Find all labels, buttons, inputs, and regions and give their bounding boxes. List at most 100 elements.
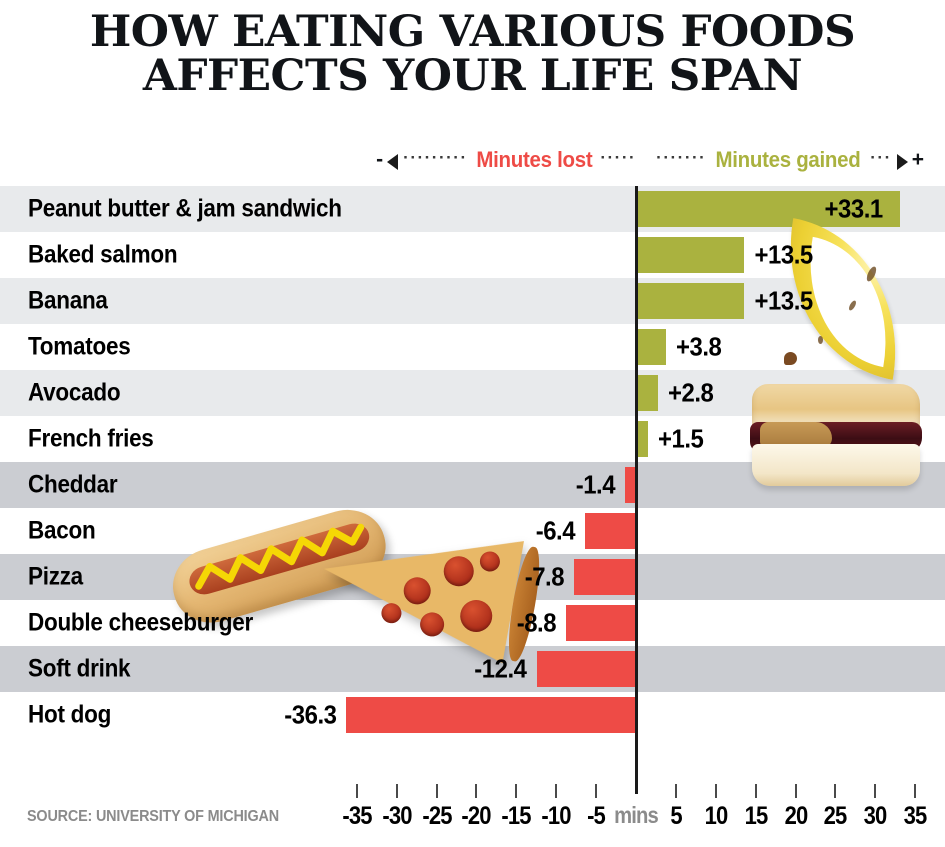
bar-value-text: -36.3 xyxy=(283,699,337,730)
bar-value-label: -12.4 xyxy=(472,654,529,685)
row-label-text: Tomatoes xyxy=(28,332,131,361)
bar-value-label: +2.8 xyxy=(666,378,715,409)
axis-tick-label-text: 30 xyxy=(863,802,888,830)
source-credit: SOURCE: UNIVERSITY OF MICHIGAN xyxy=(27,808,279,825)
axis-tick-label: 5 xyxy=(669,802,682,831)
bar-value-text: +13.5 xyxy=(754,285,813,316)
title-line-2: AFFECTS YOUR LIFE SPAN xyxy=(142,51,803,101)
table-row: French fries +1.5 xyxy=(0,416,945,462)
bar-value-label: +33.1 xyxy=(822,194,885,225)
row-label: Avocado xyxy=(28,379,131,408)
bar-negative xyxy=(565,605,636,641)
chart-legend: - ········· Minutes lost ····· ······· M… xyxy=(0,143,945,177)
arrow-right-icon xyxy=(896,154,908,170)
bar-value-label: +13.5 xyxy=(752,240,815,271)
table-row: Pizza -7.8 xyxy=(0,554,945,600)
axis-tick-label: 25 xyxy=(822,802,848,831)
row-label-text: Peanut butter & jam sandwich xyxy=(28,194,342,223)
row-background xyxy=(0,554,945,600)
axis-tick-label-text: 20 xyxy=(784,802,808,830)
bar-value-label: +13.5 xyxy=(752,286,815,317)
axis-tick xyxy=(555,784,558,798)
axis-tick xyxy=(395,784,398,798)
row-background xyxy=(0,370,945,416)
bar-value-text: +2.8 xyxy=(668,377,714,408)
zero-axis-line xyxy=(635,186,638,794)
page-title: HOW EATING VARIOUS FOODS AFFECTS YOUR LI… xyxy=(0,0,945,98)
row-label: Baked salmon xyxy=(28,241,194,270)
bar-value-label: +1.5 xyxy=(656,424,705,455)
bar-value-text: +33.1 xyxy=(824,193,884,224)
bar-positive xyxy=(636,421,648,457)
axis-tick xyxy=(794,784,797,798)
table-row: Bacon -6.4 xyxy=(0,508,945,554)
row-label-text: Pizza xyxy=(28,562,83,591)
bar-value-text: +13.5 xyxy=(754,239,813,270)
axis-tick xyxy=(674,784,677,798)
row-label: Soft drink xyxy=(28,655,142,684)
axis-tick xyxy=(874,784,877,798)
row-label: Tomatoes xyxy=(28,333,142,362)
bar-value-text: -1.4 xyxy=(575,469,616,500)
table-row: Avocado +2.8 xyxy=(0,370,945,416)
bar-value-text: +3.8 xyxy=(676,331,722,362)
axis-tick xyxy=(754,784,757,798)
row-background xyxy=(0,462,945,508)
legend-minutes-gained-label: Minutes gained xyxy=(715,147,861,172)
row-label: Cheddar xyxy=(28,471,127,500)
dotted-rule-left: ········· xyxy=(403,148,468,167)
bar-value-text: -7.8 xyxy=(524,561,565,592)
axis-tick xyxy=(435,784,438,798)
row-label-text: Soft drink xyxy=(28,654,131,683)
x-axis: -35 -30 -25 -20 -15 -10 -5 mins 5 10 15 20 25 30 35 xyxy=(0,778,945,847)
bar-chart: Peanut butter & jam sandwich +33.1 Baked s… xyxy=(0,186,945,778)
axis-tick-label: -15 xyxy=(500,802,533,831)
axis-tick-label-text: -5 xyxy=(587,802,606,830)
axis-tick-label-text: mins xyxy=(614,802,659,828)
table-row: Soft drink -12.4 xyxy=(0,646,945,692)
axis-tick-label-text: -10 xyxy=(541,802,572,830)
row-label: Peanut butter & jam sandwich xyxy=(28,195,377,224)
bar-negative xyxy=(624,467,636,503)
axis-tick-label-text: -30 xyxy=(382,802,412,830)
legend-minus-sign: - xyxy=(376,148,384,171)
row-label-text: Double cheeseburger xyxy=(28,608,253,637)
axis-tick xyxy=(475,784,478,798)
row-label-text: Baked salmon xyxy=(28,240,178,269)
axis-tick-label-text: -25 xyxy=(422,802,452,830)
bar-negative xyxy=(346,697,636,733)
axis-tick-label: -10 xyxy=(540,802,573,831)
bar-value-text: +1.5 xyxy=(657,423,704,454)
bar-value-label: -1.4 xyxy=(574,470,617,501)
bar-positive xyxy=(636,283,744,319)
bar-negative xyxy=(584,513,636,549)
bar-positive xyxy=(636,329,667,365)
table-row: Cheddar -1.4 xyxy=(0,462,945,508)
axis-tick-label: 20 xyxy=(783,802,809,831)
bar-value-label: +3.8 xyxy=(674,332,723,363)
legend-minutes-lost-label: Minutes lost xyxy=(475,147,592,172)
axis-tick-label: -30 xyxy=(380,802,413,831)
axis-tick-label-text: 35 xyxy=(903,802,928,830)
axis-tick-label: -25 xyxy=(420,802,453,831)
row-label-text: Hot dog xyxy=(28,700,112,729)
row-label: Banana xyxy=(28,287,117,316)
table-row: Double cheeseburger -8.8 xyxy=(0,600,945,646)
axis-tick-label-text: 10 xyxy=(704,802,728,830)
dotted-rule-right: ··· xyxy=(870,148,892,167)
table-row: Tomatoes +3.8 xyxy=(0,324,945,370)
legend-plus-sign: + xyxy=(911,148,924,171)
bar-value-label: -7.8 xyxy=(523,562,566,593)
axis-tick xyxy=(714,784,717,798)
axis-tick-label: 35 xyxy=(902,802,928,831)
row-background xyxy=(0,508,945,554)
axis-tick xyxy=(355,784,358,798)
row-label: Hot dog xyxy=(28,701,120,730)
axis-tick-label: -5 xyxy=(586,802,606,831)
axis-tick-label-text: 5 xyxy=(670,802,682,830)
row-label-text: Bacon xyxy=(28,516,96,545)
row-label: French fries xyxy=(28,425,168,454)
axis-tick-label-text: 15 xyxy=(744,802,768,830)
row-background xyxy=(0,646,945,692)
row-label-text: Avocado xyxy=(28,378,121,407)
